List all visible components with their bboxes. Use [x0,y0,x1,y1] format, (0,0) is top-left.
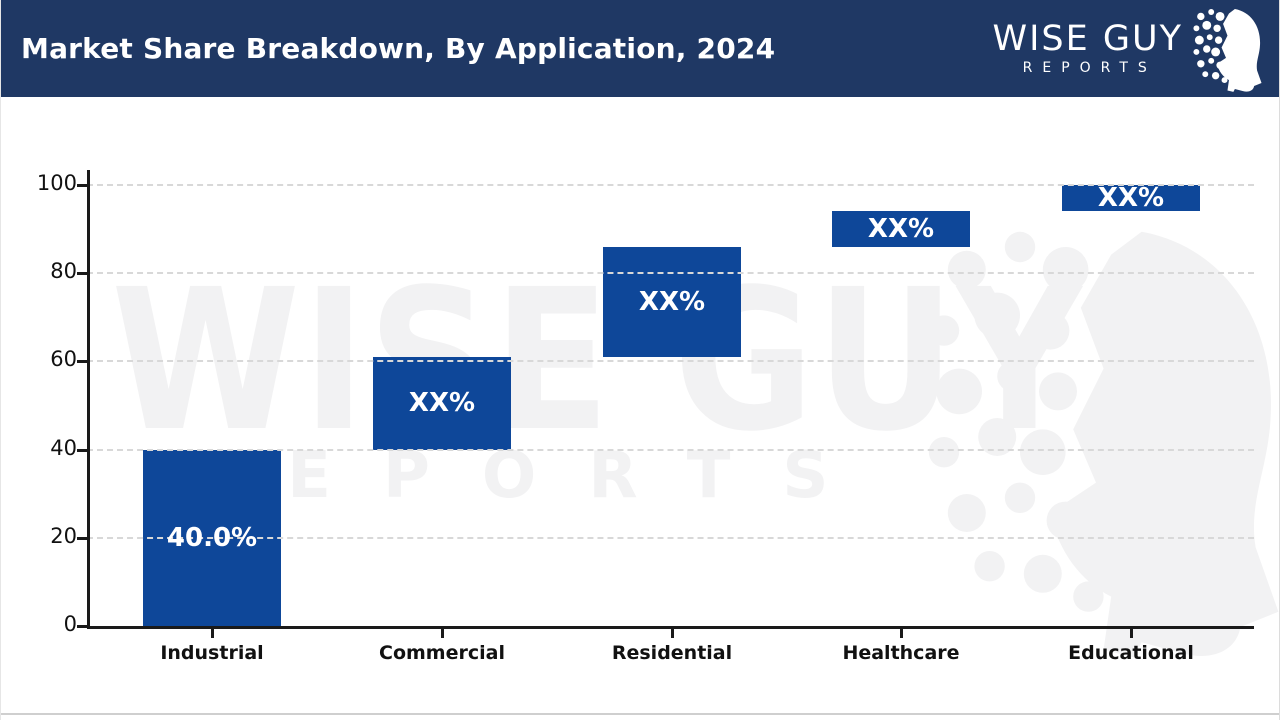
gridline-80 [87,272,1254,275]
x-tick-mark [210,629,214,638]
y-tick-label: 40 [50,435,77,460]
bar-value-label: XX% [1097,183,1165,214]
bar-value-label: XX% [408,388,476,419]
wise-guy-logo: WISE GUY REPORTS [992,6,1279,92]
x-category-label: Residential [611,642,733,664]
x-tick-mark [1129,629,1133,638]
bar-value-label: XX% [638,286,706,317]
x-category-label: Commercial [379,642,505,664]
y-tick-mark [77,536,87,540]
x-tick-mark [670,629,674,638]
x-tick-mark [440,629,444,638]
logo-line1: WISE GUY [992,18,1183,59]
chart-title: Market Share Breakdown, By Application, … [21,32,776,65]
y-tick-label: 0 [63,612,77,636]
gridline-40 [87,448,1254,451]
y-tick-mark [77,184,87,187]
y-tick-label: 20 [50,523,77,548]
y-tick-mark [77,448,87,452]
x-category-label: Industrial [160,642,264,664]
logo-head-icon [1193,8,1262,92]
bar-commercial [373,356,511,450]
chart-area: WISE GUY REPORTS 0 20 40 60 80 100 40.0% Indust… [1,97,1279,715]
gridline-20 [87,536,1254,539]
y-tick-label: 60 [50,347,77,372]
y-axis-line [87,170,90,629]
y-tick-label: 80 [50,259,77,284]
bar-healthcare [832,211,970,247]
logo-line2: REPORTS [1022,59,1157,76]
plot: 0 20 40 60 80 100 40.0% Industrial XX% Commercial… [1,97,1279,715]
x-axis-line [87,626,1254,629]
bar-value-label: 40.0% [166,522,258,553]
bar-residential [603,246,741,357]
x-tick-mark [899,629,903,638]
gridline-60 [87,360,1254,363]
y-tick-mark [77,272,87,276]
bottom-divider [1,713,1279,715]
x-category-label: Educational [1068,642,1194,664]
bar-educational [1062,185,1200,212]
y-tick-label: 100 [36,171,77,195]
logo-wordmark: WISE GUY REPORTS [992,18,1183,76]
header-band: Market Share Breakdown, By Application, … [1,0,1279,97]
gridline-100 [87,184,1254,186]
bar-value-label: XX% [867,214,935,245]
y-tick-mark [77,360,87,364]
y-tick-mark [77,625,87,628]
x-category-label: Healthcare [842,642,960,664]
